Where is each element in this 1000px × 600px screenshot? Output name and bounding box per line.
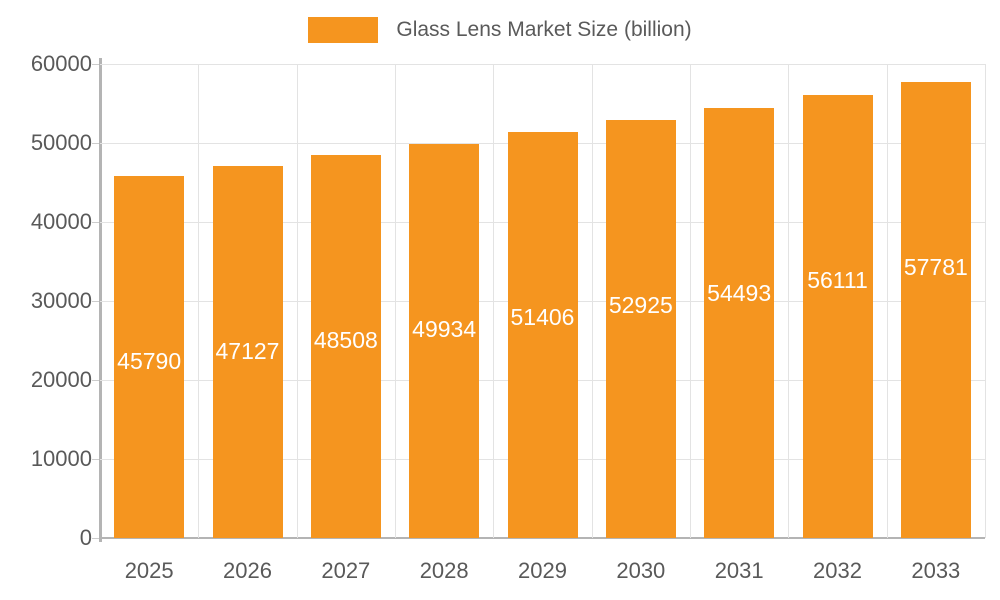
y-axis-tick-mark	[92, 143, 100, 144]
gridline-vertical	[985, 64, 986, 538]
gridline-vertical	[690, 64, 691, 538]
gridline-vertical	[887, 64, 888, 538]
bar[interactable]: 45790	[114, 176, 185, 538]
x-axis-tick-label: 2027	[321, 558, 371, 583]
x-axis-tick-label: 2030	[616, 558, 666, 583]
bar[interactable]: 48508	[310, 154, 381, 538]
gridline-vertical	[788, 64, 789, 538]
bar-value-label: 57781	[903, 253, 968, 280]
bar[interactable]: 54493	[704, 107, 775, 538]
gridline-horizontal	[100, 64, 985, 65]
bar[interactable]: 47127	[212, 165, 283, 538]
x-axis-tick-label: 2025	[124, 558, 174, 583]
bar[interactable]: 52925	[605, 119, 676, 538]
y-axis-tick-mark	[92, 380, 100, 381]
gridline-vertical	[297, 64, 298, 538]
x-axis-tick-label: 2033	[911, 558, 961, 583]
plot-area: 45790 47127 48508 49934 51406 52925 54493 56111…	[100, 64, 986, 539]
y-axis-tick-label: 0	[79, 525, 92, 550]
bar-value-label: 48508	[313, 326, 378, 353]
x-axis-tick-label: 2029	[518, 558, 567, 583]
x-axis-tick-label: 2026	[223, 558, 272, 583]
x-axis-tick-label: 2031	[714, 558, 764, 583]
y-axis-line	[99, 58, 102, 542]
gridline-vertical	[395, 64, 396, 538]
bar-value-label: 52925	[608, 291, 673, 318]
y-axis-tick-label: 10000	[30, 446, 92, 471]
y-axis-tick-label: 60000	[30, 51, 92, 76]
chart-legend: Glass Lens Market Size (billion)	[0, 10, 1000, 50]
y-axis-tick-label: 30000	[30, 288, 92, 313]
x-axis-tick-label: 2032	[813, 558, 862, 583]
y-axis-tick-mark	[92, 222, 100, 223]
bar-value-label: 49934	[412, 315, 477, 342]
y-axis-tick-label: 20000	[30, 367, 92, 392]
bar[interactable]: 51406	[507, 131, 578, 538]
y-axis-tick-mark	[92, 459, 100, 460]
bar[interactable]: 57781	[900, 81, 971, 538]
x-axis-tick-label: 2028	[419, 558, 469, 583]
gridline-vertical	[592, 64, 593, 538]
bar-value-label: 51406	[510, 303, 575, 330]
y-axis-tick-mark	[92, 301, 100, 302]
y-axis-tick-mark	[92, 538, 100, 539]
gridline-vertical	[198, 64, 199, 538]
gridline-vertical	[493, 64, 494, 538]
legend-label: Glass Lens Market Size (billion)	[396, 18, 692, 41]
bar-value-label: 54493	[707, 279, 772, 306]
x-axis-baseline	[100, 537, 985, 539]
y-axis-tick-label: 50000	[30, 130, 92, 155]
legend-color-swatch	[308, 17, 379, 43]
bar-value-label: 45790	[117, 348, 182, 375]
bar-value-label: 56111	[807, 266, 868, 293]
bar[interactable]: 49934	[409, 143, 480, 538]
bar-value-label: 47127	[215, 337, 280, 364]
y-axis-labels: 0 10000 20000 30000 40000 50000 60000	[0, 0, 100, 600]
bar[interactable]: 56111	[802, 94, 873, 538]
y-axis-tick-label: 40000	[30, 209, 92, 234]
y-axis-tick-mark	[92, 64, 100, 65]
